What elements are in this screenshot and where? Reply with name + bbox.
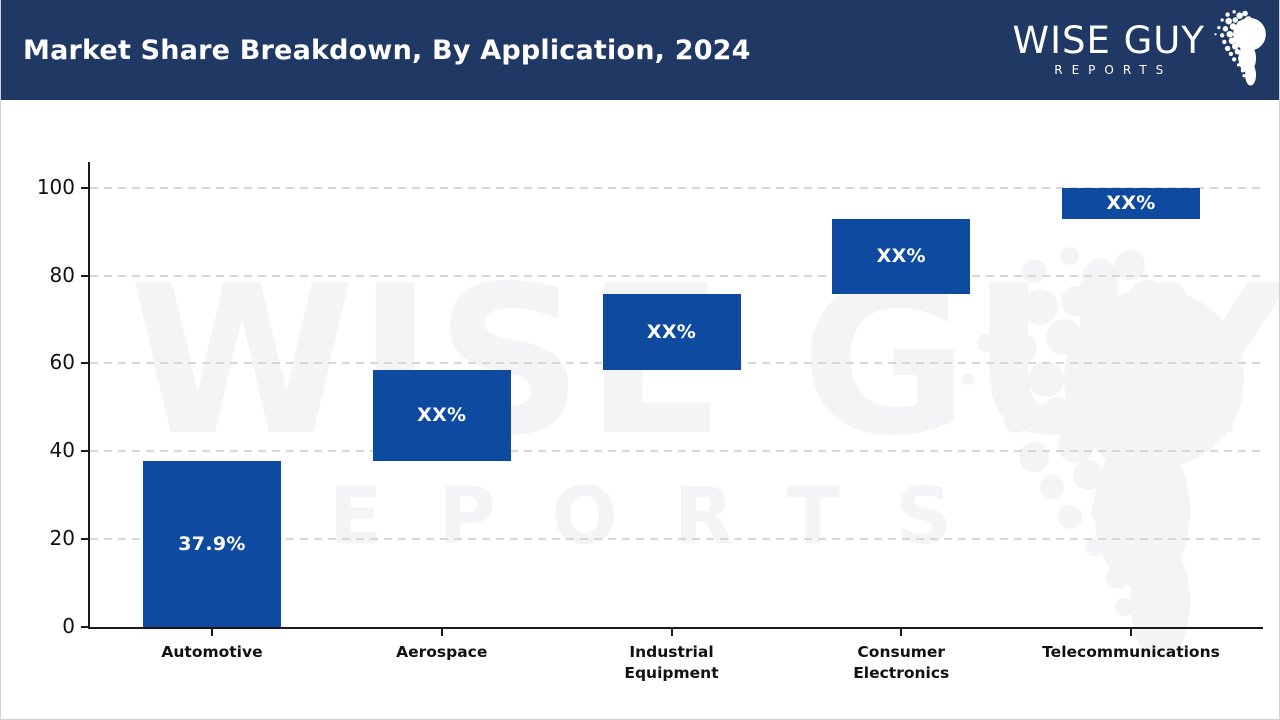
y-tick-mark	[81, 538, 88, 541]
y-axis-line	[88, 162, 90, 629]
x-axis-tick-label: Consumer Electronics	[853, 643, 950, 682]
page-title: Market Share Breakdown, By Application, …	[23, 34, 751, 66]
y-tick-mark	[81, 450, 88, 453]
brand-logo: WISE GUY REPORTS	[1013, 8, 1269, 90]
y-axis-tick-label: 20	[49, 526, 75, 551]
bar-value-label: XX%	[417, 404, 467, 427]
bar: XX%	[372, 369, 511, 461]
bar-value-label: XX%	[1106, 192, 1156, 215]
y-tick-mark	[81, 626, 88, 628]
x-tick-mark	[1130, 629, 1132, 636]
x-axis-tick-label: Automotive	[161, 643, 263, 661]
x-axis-tick-label: Industrial Equipment	[624, 643, 719, 682]
brand-subname: REPORTS	[1054, 62, 1173, 77]
watermark-dotted-head-profile-icon	[962, 247, 1244, 661]
y-axis-tick-label: 40	[49, 438, 75, 463]
x-axis-line	[88, 627, 1263, 629]
y-axis-tick-label: 100	[36, 174, 75, 199]
bar-value-label: XX%	[646, 320, 697, 343]
x-axis-tick-label: Aerospace	[396, 643, 488, 661]
x-tick-mark	[670, 629, 673, 636]
watermark-subtext: REPORTS	[213, 472, 1008, 562]
dotted-head-profile-icon	[1214, 10, 1266, 86]
bar-value-label: 37.9%	[178, 532, 246, 555]
brand-logo-text: WISE GUY REPORTS	[1013, 22, 1205, 77]
bar: XX%	[1062, 187, 1200, 219]
y-axis-tick-label: 60	[49, 350, 75, 375]
brand-name: WISE GUY	[1012, 18, 1205, 62]
x-tick-mark	[440, 629, 443, 636]
x-tick-mark	[211, 629, 213, 636]
bar: XX%	[832, 218, 971, 294]
gridline	[90, 450, 1261, 453]
y-axis-tick-label: 0	[62, 614, 75, 638]
bar-value-label: XX%	[876, 245, 926, 268]
y-axis-tick-label: 80	[49, 262, 75, 287]
x-axis-tick-label: Telecommunications	[1042, 643, 1220, 661]
gridline	[90, 186, 1261, 189]
header-bar: Market Share Breakdown, By Application, …	[1, 0, 1279, 100]
gridline	[90, 538, 1261, 541]
y-tick-mark	[81, 186, 88, 189]
y-tick-mark	[81, 274, 88, 277]
bar: XX%	[602, 293, 741, 370]
bar: 37.9%	[143, 460, 281, 627]
gridline	[90, 274, 1261, 277]
x-tick-mark	[900, 629, 903, 636]
y-tick-mark	[81, 362, 88, 365]
